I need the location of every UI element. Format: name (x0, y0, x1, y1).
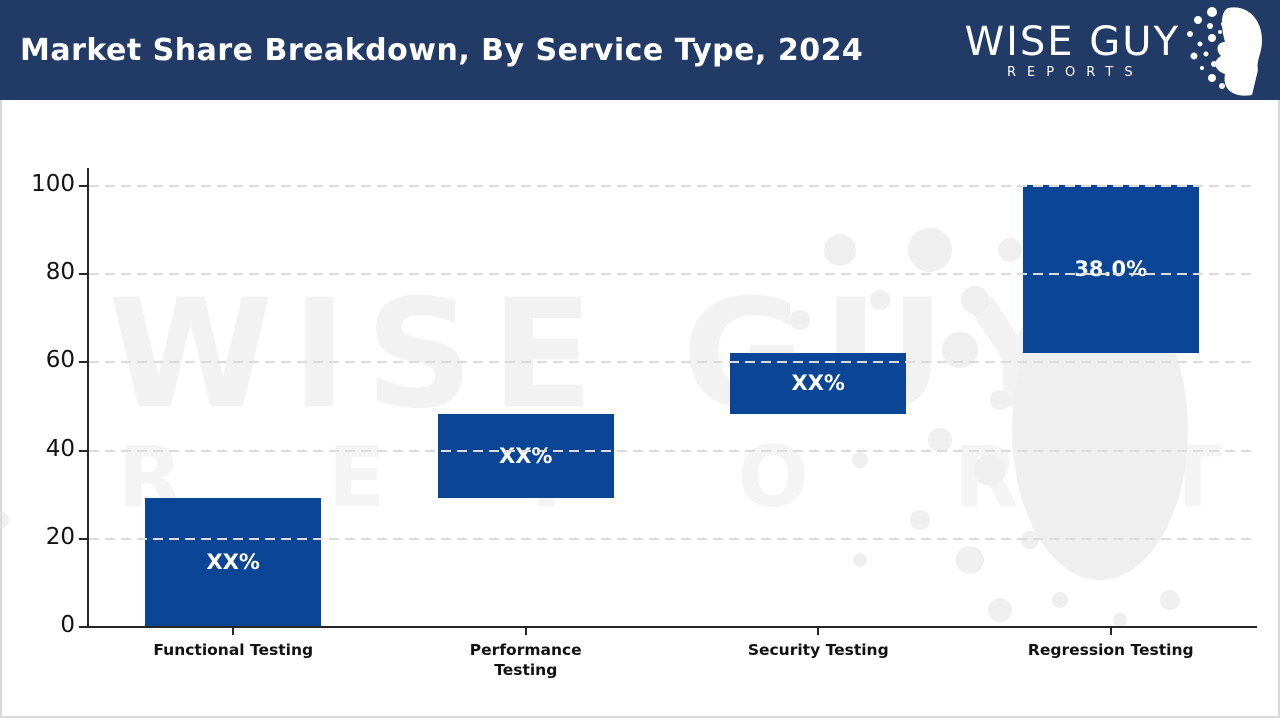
logo-subtitle: REPORTS (1006, 64, 1144, 80)
bar-value-label: XX% (791, 371, 845, 396)
logo-wordmark: WISE GUY (964, 18, 1180, 65)
bar-regression-testing: 38.0% (1022, 185, 1199, 353)
x-tick (817, 628, 820, 635)
y-tick (79, 626, 87, 628)
y-axis-line (87, 168, 89, 628)
x-category-label: Functional Testing (153, 641, 314, 659)
x-category-label: Performance Testing (469, 641, 582, 679)
y-tick (79, 537, 87, 540)
y-tick-label: 0 (60, 612, 75, 638)
y-tick (79, 449, 87, 452)
y-tick-label: 60 (45, 347, 75, 374)
bar-performance-testing: XX% (437, 414, 614, 499)
y-tick-label: 100 (31, 171, 75, 197)
x-tick (1109, 628, 1112, 635)
gridline-20 (89, 537, 1257, 540)
page-title: Market Share Breakdown, By Service Type,… (20, 32, 864, 68)
y-tick-label: 40 (45, 435, 75, 462)
logo-head-icon (1187, 7, 1262, 96)
y-tick-label: 80 (45, 259, 75, 286)
logo-text: WISE GUY REPORTS (965, 22, 1180, 79)
wiseguy-logo: WISE GUY REPORTS (965, 4, 1266, 96)
gridline-40 (89, 449, 1257, 452)
gridline-100 (89, 185, 1257, 187)
watermark-wiseguy: WISE GUY (108, 268, 1090, 442)
x-tick (232, 628, 235, 635)
gridline-80 (89, 273, 1257, 276)
x-axis-line (87, 626, 1257, 628)
bar-value-label: 38.0% (1074, 256, 1148, 281)
bar-value-label: XX% (499, 444, 553, 469)
x-category-label: Regression Testing (1027, 641, 1194, 659)
y-tick (79, 273, 87, 276)
x-tick (524, 628, 527, 635)
y-tick-label: 20 (45, 523, 75, 550)
header: Market Share Breakdown, By Service Type,… (0, 0, 1280, 100)
gridline-60 (89, 361, 1257, 364)
y-tick (79, 185, 87, 187)
x-category-label: Security Testing (747, 641, 889, 659)
y-tick (79, 361, 87, 364)
bar-value-label: XX% (206, 550, 260, 575)
bar-functional-testing: XX% (145, 498, 322, 626)
